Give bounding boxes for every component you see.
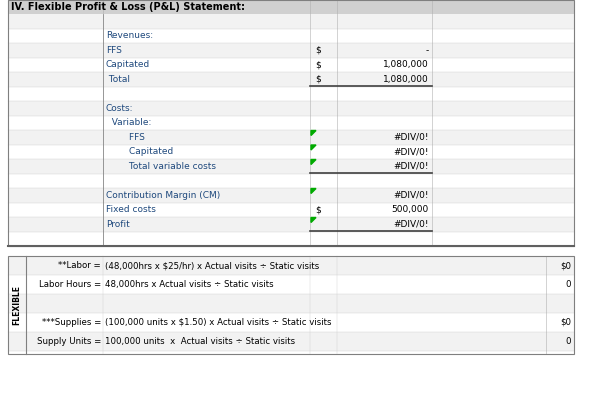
Bar [8, 144, 574, 159]
Text: #DIV/0!: #DIV/0! [394, 220, 429, 229]
Text: $0: $0 [560, 318, 571, 327]
Text: FFS: FFS [106, 133, 145, 142]
Text: Total variable costs: Total variable costs [106, 162, 216, 171]
Text: Supply Units =: Supply Units = [37, 337, 101, 346]
Text: 100,000 units  x  Actual visits ÷ Static visits: 100,000 units x Actual visits ÷ Static v… [105, 337, 295, 346]
Text: (100,000 units x $1.50) x Actual visits ÷ Static visits: (100,000 units x $1.50) x Actual visits … [105, 318, 332, 327]
Text: 0: 0 [565, 337, 571, 346]
Polygon shape [311, 130, 316, 136]
Bar [8, 87, 574, 101]
Text: (48,000hrs x $25/hr) x Actual visits ÷ Static visits: (48,000hrs x $25/hr) x Actual visits ÷ S… [105, 261, 319, 270]
Text: #DIV/0!: #DIV/0! [394, 162, 429, 171]
Text: Capitated: Capitated [106, 60, 150, 69]
Text: Capitated: Capitated [106, 147, 173, 156]
Text: Total: Total [106, 75, 130, 84]
Text: Revenues:: Revenues: [106, 31, 153, 40]
Bar [8, 174, 574, 188]
Bar [8, 231, 574, 246]
Bar [8, 57, 574, 72]
Bar [8, 188, 574, 203]
Text: Costs:: Costs: [106, 104, 134, 113]
Bar [8, 0, 574, 246]
Text: $: $ [315, 205, 321, 214]
Text: Contribution Margin (CM): Contribution Margin (CM) [106, 191, 220, 200]
Text: ***Supplies =: ***Supplies = [42, 318, 101, 327]
Bar [8, 256, 574, 354]
Text: FFS: FFS [106, 46, 122, 55]
Bar [8, 313, 574, 332]
Bar [8, 101, 574, 115]
Bar [8, 294, 574, 313]
Bar [8, 275, 574, 294]
Bar [8, 159, 574, 174]
Polygon shape [311, 160, 316, 164]
Polygon shape [311, 188, 316, 194]
Bar [8, 72, 574, 87]
Text: $: $ [315, 75, 321, 84]
Bar [8, 203, 574, 217]
Polygon shape [311, 145, 316, 150]
Text: FLEXIBLE: FLEXIBLE [13, 285, 22, 325]
Bar [8, 28, 574, 43]
Text: 500,000: 500,000 [392, 205, 429, 214]
Text: IV. Flexible Profit & Loss (P&L) Statement:: IV. Flexible Profit & Loss (P&L) Stateme… [11, 2, 245, 12]
Text: Variable:: Variable: [106, 118, 151, 127]
Polygon shape [311, 217, 316, 223]
Bar [8, 43, 574, 57]
Bar [8, 217, 574, 231]
Bar [8, 115, 574, 130]
Text: $0: $0 [560, 261, 571, 270]
Text: Profit: Profit [106, 220, 130, 229]
Text: 48,000hrs x Actual visits ÷ Static visits: 48,000hrs x Actual visits ÷ Static visit… [105, 280, 274, 289]
Text: **Labor =: **Labor = [58, 261, 101, 270]
Text: -: - [426, 46, 429, 55]
Text: Labor Hours =: Labor Hours = [39, 280, 101, 289]
Bar [8, 332, 574, 351]
Text: #DIV/0!: #DIV/0! [394, 133, 429, 142]
Bar [8, 130, 574, 144]
Text: $: $ [315, 60, 321, 69]
Text: 1,080,000: 1,080,000 [383, 75, 429, 84]
Bar [8, 256, 574, 275]
Text: #DIV/0!: #DIV/0! [394, 191, 429, 200]
Text: 1,080,000: 1,080,000 [383, 60, 429, 69]
Text: $: $ [315, 46, 321, 55]
Text: #DIV/0!: #DIV/0! [394, 147, 429, 156]
Bar [8, 14, 574, 28]
Text: 0: 0 [565, 280, 571, 289]
Text: Fixed costs: Fixed costs [106, 205, 156, 214]
Bar [8, 0, 574, 14]
